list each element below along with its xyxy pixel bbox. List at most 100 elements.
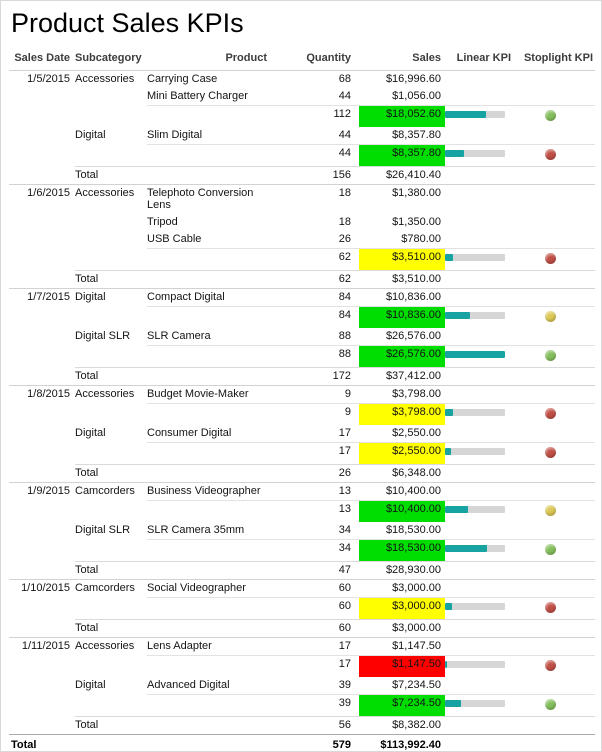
linear-kpi-cell: [445, 367, 511, 386]
grand-total-label: Total: [9, 734, 75, 751]
quantity-cell: 17: [273, 655, 359, 677]
stoplight-indicator: [544, 447, 556, 458]
sales-cell: $6,348.00: [359, 464, 445, 483]
table-row: 34 $18,530.00: [9, 539, 595, 562]
table-row: 39 $7,234.50: [9, 694, 595, 717]
sales-date-cell: [9, 540, 75, 562]
table-row: Mini Battery Charger 44 $1,056.00: [9, 88, 595, 106]
subcategory-cell: [75, 145, 147, 167]
product-cell: [147, 561, 273, 580]
sales-date-cell: 1/11/2015: [9, 637, 75, 656]
stoplight-indicator: [544, 408, 556, 419]
linear-kpi-fill: [445, 448, 451, 455]
linear-kpi-fill: [445, 661, 448, 668]
sales-cell: $2,550.00: [359, 442, 445, 465]
sales-cell: $10,836.00: [359, 288, 445, 307]
linear-kpi-cell: [445, 403, 511, 425]
product-cell: [147, 500, 273, 522]
linear-kpi-cell: [445, 425, 511, 443]
sales-cell: $3,798.00: [359, 403, 445, 425]
stoplight-kpi-cell: [511, 144, 595, 167]
linear-kpi-cell: [445, 144, 511, 167]
linear-kpi-cell: [445, 184, 511, 214]
linear-kpi-bar: [445, 661, 505, 668]
linear-kpi-cell: [445, 464, 511, 483]
stoplight-indicator: [544, 311, 556, 322]
product-cell: [147, 166, 273, 185]
stoplight-kpi-cell: [511, 270, 595, 289]
subcategory-cell: Digital: [75, 129, 106, 141]
sales-cell: $1,350.00: [392, 216, 441, 228]
product-cell: [147, 270, 273, 289]
stoplight-kpi-cell: [511, 184, 595, 214]
product-cell: [147, 345, 273, 368]
quantity-cell: 112: [273, 105, 359, 127]
quantity-cell: 47: [273, 561, 359, 580]
table-row: Digital Advanced Digital 39 $7,234.50: [9, 677, 595, 695]
product-cell: [147, 694, 273, 717]
stoplight-kpi-cell: [511, 127, 595, 145]
linear-kpi-cell: [445, 442, 511, 465]
linear-kpi-cell: [445, 88, 511, 106]
product-cell: [147, 306, 273, 328]
quantity-cell: 39: [273, 694, 359, 717]
product-cell: Compact Digital: [147, 288, 273, 307]
sales-cell: $10,400.00: [359, 482, 445, 501]
product-cell: Telephoto Conversion Lens: [147, 184, 273, 214]
sales-date-cell: 1/7/2015: [9, 288, 75, 307]
quantity-cell: 60: [273, 597, 359, 620]
sales-date-cell: 1/8/2015: [9, 385, 75, 404]
linear-kpi-cell: [445, 677, 511, 695]
linear-kpi-fill: [445, 254, 453, 261]
kpi-table: Sales Date Subcategory Product Quantity …: [9, 49, 595, 751]
stoplight-kpi-cell: [511, 655, 595, 677]
sales-date-cell: 1/9/2015: [9, 482, 75, 501]
stoplight-indicator: [544, 149, 556, 160]
quantity-cell: 17: [338, 427, 351, 439]
stoplight-kpi-cell: [511, 306, 595, 328]
table-row: Digital SLR SLR Camera 88 $26,576.00: [9, 328, 595, 346]
sales-date-cell: [9, 271, 75, 289]
sales-cell: $8,357.80: [392, 129, 441, 141]
sales-cell: $37,412.00: [359, 367, 445, 386]
linear-kpi-fill: [445, 150, 464, 157]
sales-cell: $26,410.40: [359, 166, 445, 185]
sales-date-cell: [9, 328, 75, 346]
subcategory-cell: Total: [75, 270, 147, 289]
linear-kpi-bar: [445, 351, 505, 358]
table-header: Sales Date Subcategory Product Quantity …: [9, 49, 595, 71]
product-cell: SLR Camera 35mm: [147, 524, 245, 536]
table-row: Digital SLR SLR Camera 35mm 34 $18,530.0…: [9, 522, 595, 540]
product-cell: USB Cable: [147, 233, 202, 245]
column-header-quantity: Quantity: [273, 49, 359, 71]
table-row: Digital Slim Digital 44 $8,357.80: [9, 127, 595, 145]
sales-date-cell: [9, 501, 75, 523]
table-row: 1/10/2015 Camcorders Social Videographer…: [9, 579, 595, 598]
stoplight-kpi-cell: [511, 442, 595, 465]
quantity-cell: 34: [338, 524, 351, 536]
subcategory-cell: Total: [75, 464, 147, 483]
sales-cell: $16,996.60: [359, 70, 445, 88]
sales-cell: $26,576.00: [359, 345, 445, 368]
stoplight-kpi-cell: [511, 716, 595, 735]
sales-date-cell: [9, 368, 75, 386]
subcategory-cell: Camcorders: [75, 482, 147, 501]
stoplight-indicator: [544, 602, 556, 613]
subcategory-cell: Total: [75, 166, 147, 185]
sales-cell: $3,510.00: [359, 248, 445, 271]
sales-cell: $1,056.00: [392, 90, 441, 102]
subcategory-cell: Digital: [75, 427, 106, 439]
table-row: Total 62 $3,510.00: [9, 270, 595, 289]
column-header-product: Product: [147, 49, 273, 71]
stoplight-kpi-cell: [511, 214, 595, 231]
grand-total-quantity: 579: [273, 734, 359, 751]
stoplight-indicator: [544, 350, 556, 361]
table-row: 1/9/2015 Camcorders Business Videographe…: [9, 482, 595, 501]
subcategory-cell: Digital: [75, 679, 106, 691]
table-row: 44 $8,357.80: [9, 144, 595, 167]
subcategory-cell: Accessories: [75, 70, 147, 88]
stoplight-kpi-cell: [511, 464, 595, 483]
table-row: 1/11/2015 Accessories Lens Adapter 17 $1…: [9, 637, 595, 656]
column-header-stoplight-kpi: Stoplight KPI: [511, 49, 595, 71]
sales-cell: $3,510.00: [359, 270, 445, 289]
